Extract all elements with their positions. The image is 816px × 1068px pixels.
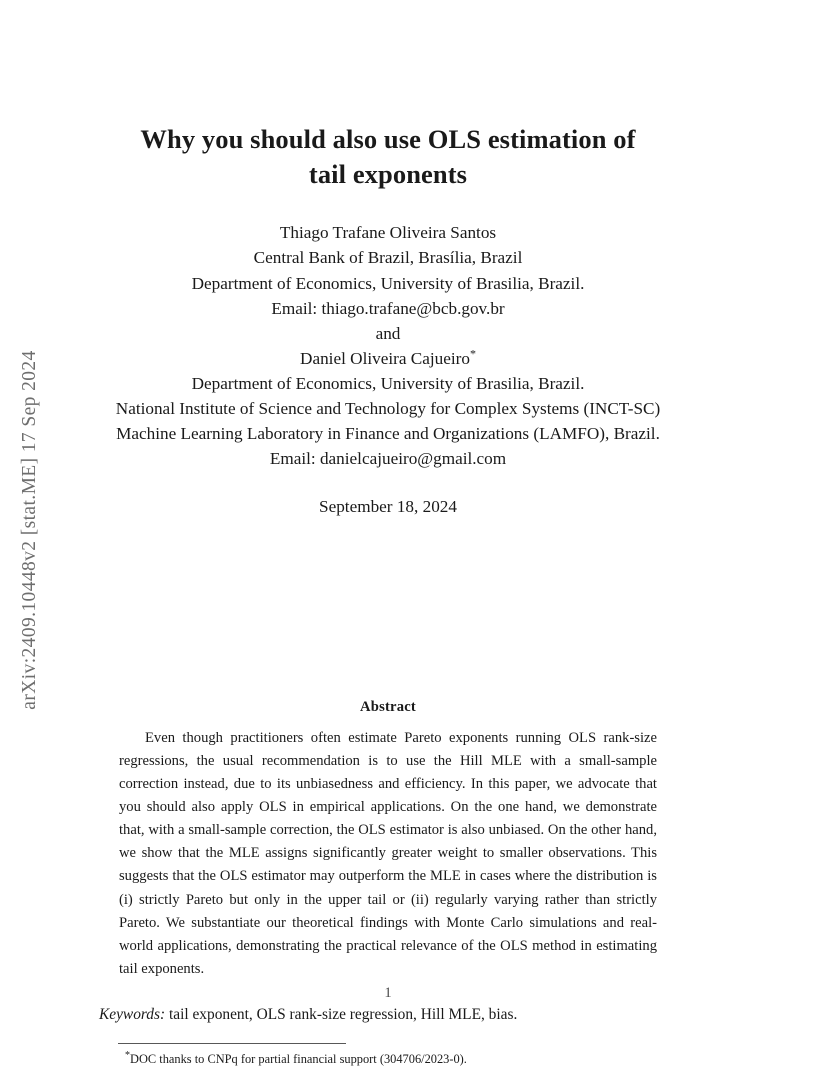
arxiv-stamp-text: arXiv:2409.10448v2 [stat.ME] 17 Sep 2024 — [19, 350, 40, 710]
author-2-email: Email: danielcajueiro@gmail.com — [269, 448, 507, 468]
author-2-name: Daniel Oliveira Cajueiro* — [99, 346, 677, 371]
author-1-name: Thiago Trafane Oliveira Santos — [279, 223, 497, 243]
author-2-footnote-marker: * — [469, 345, 476, 360]
keywords-values: tail exponent, OLS rank-size regression,… — [165, 1006, 518, 1023]
author-2-affiliation-2: National Institute of Science and Techno… — [115, 398, 661, 418]
footnote-marker: * — [125, 1049, 130, 1061]
page-number: 1 — [384, 985, 392, 1001]
author-2-affiliation-1: Department of Economics, University of B… — [191, 373, 585, 393]
keywords-label: Keywords: — [99, 1006, 166, 1023]
footnote-text: *DOC thanks to CNPq for partial financia… — [125, 1049, 677, 1068]
abstract-body: Even though practitioners often estimate… — [119, 729, 657, 977]
publication-date: September 18, 2024 — [319, 496, 457, 516]
paper-title-page: Why you should also use OLS estimation o… — [99, 0, 677, 1066]
page-title: Why you should also use OLS estimation o… — [99, 122, 677, 192]
footnote-body: DOC thanks to CNPq for partial financial… — [130, 1052, 467, 1067]
author-2-name-text: Daniel Oliveira Cajueiro — [300, 348, 470, 368]
author-block: Thiago Trafane Oliveira Santos Central B… — [99, 220, 677, 470]
author-1-email: Email: thiago.trafane@bcb.gov.br — [271, 298, 505, 318]
author-2-affiliation-3: Machine Learning Laboratory in Finance a… — [116, 423, 660, 443]
keywords-line: Keywords: tail exponent, OLS rank-size r… — [99, 1003, 677, 1026]
footnote-rule — [118, 1043, 346, 1045]
author-1-affiliation-1: Central Bank of Brazil, Brasília, Brazil — [253, 248, 523, 268]
abstract-heading: Abstract — [360, 698, 416, 715]
author-1-affiliation-2: Department of Economics, University of B… — [191, 273, 585, 293]
abstract-section: Abstract Even though practitioners often… — [99, 699, 677, 981]
arxiv-stamp: arXiv:2409.10448v2 [stat.ME] 17 Sep 2024 — [0, 0, 60, 1056]
title-line-2: tail exponents — [308, 159, 468, 190]
author-separator: and — [375, 323, 401, 343]
title-line-1: Why you should also use OLS estimation o… — [140, 124, 636, 154]
